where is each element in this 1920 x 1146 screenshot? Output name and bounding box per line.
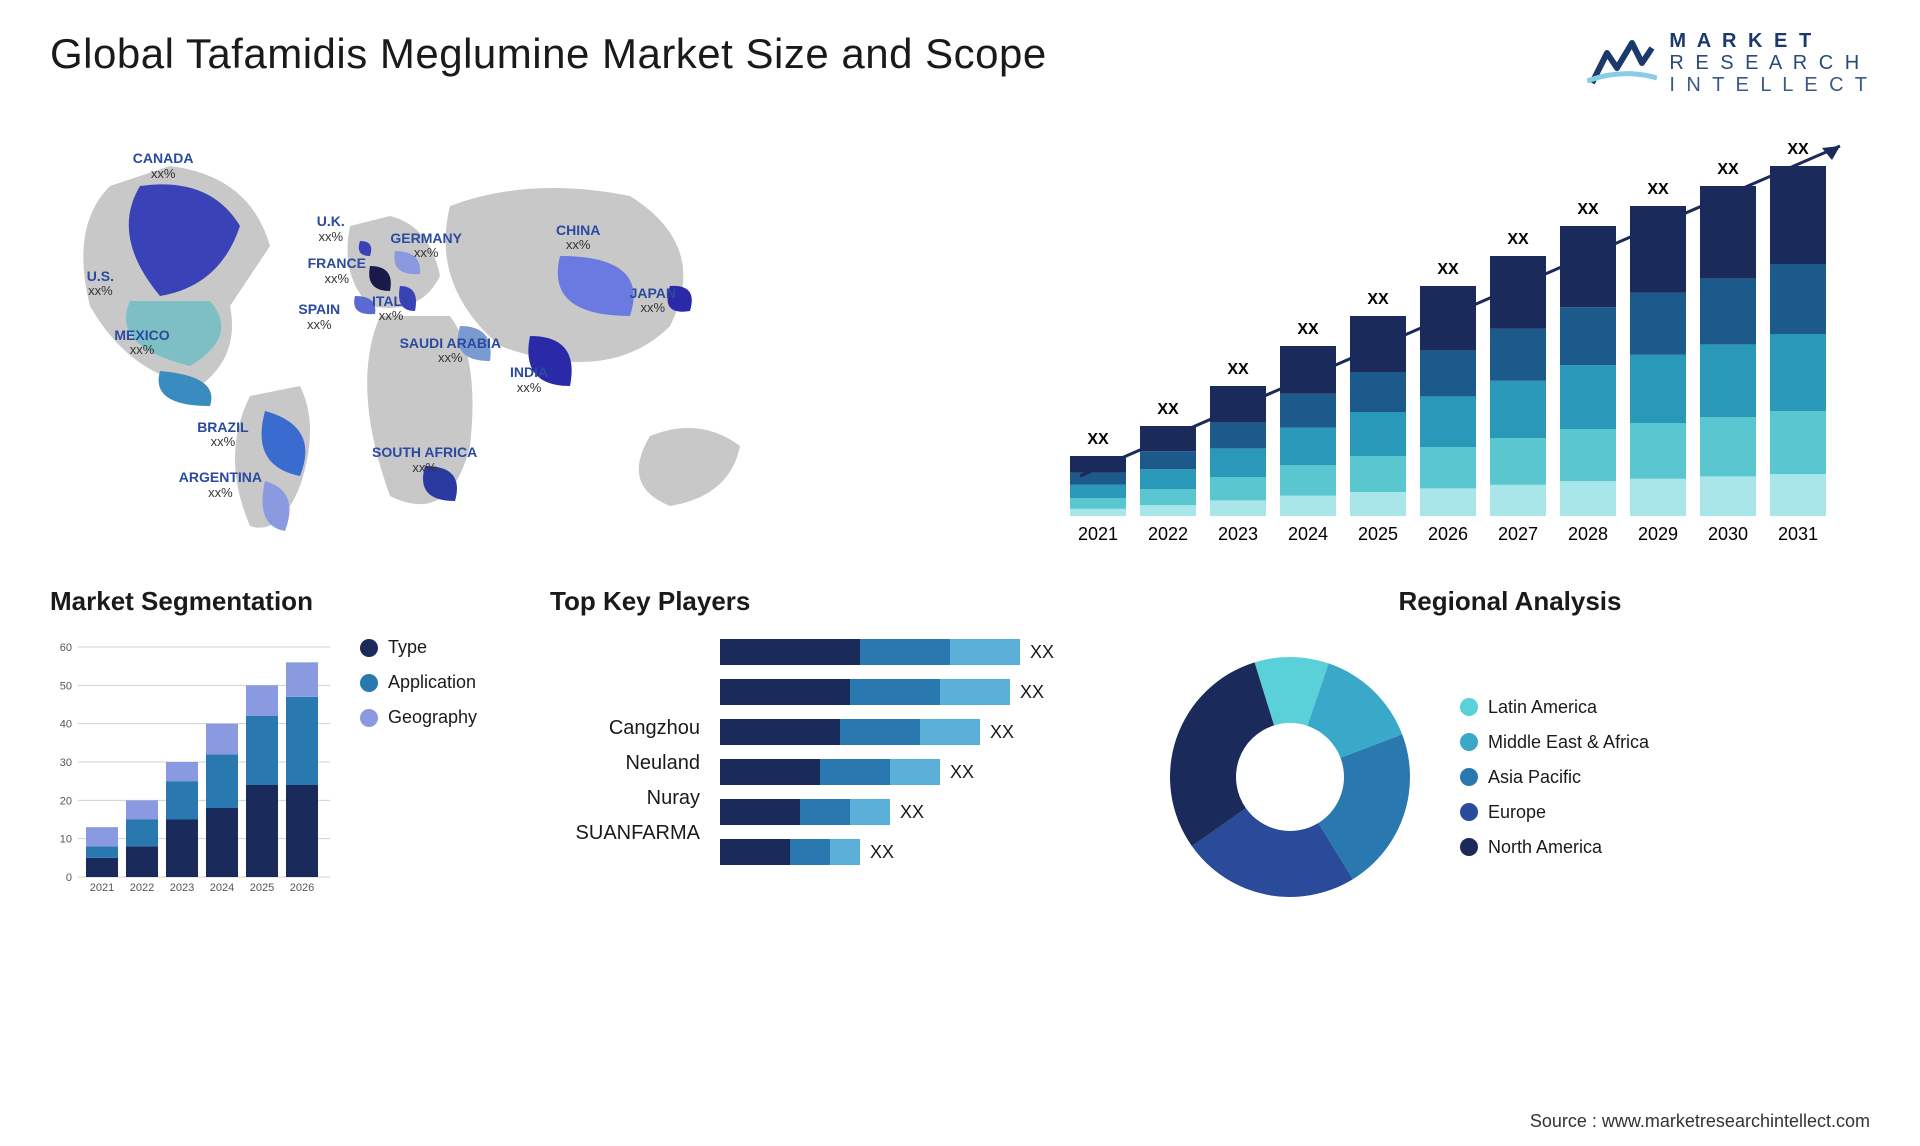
segmentation-chart: 0 10 20 30 40 50 60 2021 2022 2023 2024 2025 2026: [50, 637, 330, 897]
map-label-u.s.: U.S.xx%: [87, 269, 114, 299]
regional-panel: Regional Analysis Latin America Middle Ea…: [1150, 586, 1870, 917]
svg-text:2025: 2025: [1358, 524, 1398, 544]
key-players-chart: XX XX XX XX XX XX: [720, 637, 1110, 877]
svg-text:40: 40: [60, 719, 72, 731]
svg-text:60: 60: [60, 642, 72, 654]
map-label-germany: GERMANYxx%: [390, 231, 462, 261]
svg-text:2027: 2027: [1498, 524, 1538, 544]
svg-text:XX: XX: [1227, 361, 1249, 378]
seg-legend-application: Application: [360, 672, 477, 693]
logo-icon: [1587, 33, 1657, 93]
map-label-italy: ITALYxx%: [372, 294, 410, 324]
svg-text:XX: XX: [1647, 181, 1669, 198]
svg-text:2023: 2023: [1218, 524, 1258, 544]
reg-legend-latin-america: Latin America: [1460, 697, 1649, 718]
map-label-argentina: ARGENTINAxx%: [179, 470, 262, 500]
map-label-mexico: MEXICOxx%: [114, 328, 169, 358]
map-label-india: INDIAxx%: [510, 365, 548, 395]
reg-legend-asia-pacific: Asia Pacific: [1460, 767, 1649, 788]
svg-text:2023: 2023: [170, 882, 194, 894]
page-title: Global Tafamidis Meglumine Market Size a…: [50, 30, 1047, 78]
reg-legend-europe: Europe: [1460, 802, 1649, 823]
svg-text:30: 30: [60, 757, 72, 769]
logo-text-3: I N T E L L E C T: [1669, 74, 1870, 96]
svg-text:2022: 2022: [1148, 524, 1188, 544]
svg-text:XX: XX: [1087, 431, 1109, 448]
svg-text:2029: 2029: [1638, 524, 1678, 544]
svg-text:2021: 2021: [1078, 524, 1118, 544]
map-label-spain: SPAINxx%: [298, 302, 340, 332]
growth-chart: XX 2021 XX 2022 XX 2023 XX 2024 XX 2025 XX 2026 XX 20…: [1030, 126, 1870, 546]
map-label-japan: JAPANxx%: [630, 286, 676, 316]
kp-bar-3: XX: [720, 757, 1110, 787]
svg-text:2026: 2026: [1428, 524, 1468, 544]
svg-text:2026: 2026: [290, 882, 314, 894]
svg-text:XX: XX: [1157, 401, 1179, 418]
svg-text:XX: XX: [1437, 261, 1459, 278]
kp-bar-1: XX: [720, 677, 1110, 707]
svg-text:XX: XX: [1507, 231, 1529, 248]
world-map: CANADAxx% U.S.xx% MEXICOxx% BRAZILxx% ARGENT…: [50, 126, 970, 546]
segmentation-panel: Market Segmentation 0 10 20 30 40 50 60 2021 202…: [50, 586, 510, 917]
kp-name-suanfarma: SUANFARMA: [550, 822, 700, 845]
kp-name-nuray: Nuray: [550, 787, 700, 810]
kp-name-neuland: Neuland: [550, 752, 700, 775]
map-label-china: CHINAxx%: [556, 223, 600, 253]
kp-bar-2: XX: [720, 717, 1110, 747]
map-label-south-africa: SOUTH AFRICAxx%: [372, 445, 477, 475]
logo-text-1: M A R K E T: [1669, 30, 1870, 52]
kp-bar-5: XX: [720, 837, 1110, 867]
svg-text:10: 10: [60, 834, 72, 846]
key-players-title: Top Key Players: [550, 586, 1110, 617]
svg-text:0: 0: [66, 872, 72, 884]
kp-name-cangzhou: Cangzhou: [550, 717, 700, 740]
seg-legend-type: Type: [360, 637, 477, 658]
segmentation-title: Market Segmentation: [50, 586, 510, 617]
reg-legend-north-america: North America: [1460, 837, 1649, 858]
svg-text:2022: 2022: [130, 882, 154, 894]
logo-text-2: R E S E A R C H: [1669, 52, 1870, 74]
regional-donut: [1150, 637, 1430, 917]
map-label-brazil: BRAZILxx%: [197, 420, 248, 450]
svg-text:50: 50: [60, 680, 72, 692]
svg-text:2028: 2028: [1568, 524, 1608, 544]
regional-title: Regional Analysis: [1150, 586, 1870, 617]
svg-text:XX: XX: [1297, 321, 1319, 338]
svg-text:XX: XX: [1367, 291, 1389, 308]
key-players-panel: Top Key Players Cangzhou Neuland Nuray SUAN…: [550, 586, 1110, 917]
source-attribution: Source : www.marketresearchintellect.com: [1530, 1111, 1870, 1132]
regional-legend: Latin America Middle East & Africa Asia Pa…: [1460, 697, 1649, 858]
svg-text:2025: 2025: [250, 882, 274, 894]
brand-logo: M A R K E T R E S E A R C H I N T E L L …: [1587, 30, 1870, 96]
svg-text:XX: XX: [1577, 201, 1599, 218]
svg-text:2031: 2031: [1778, 524, 1818, 544]
svg-text:2024: 2024: [1288, 524, 1328, 544]
svg-text:20: 20: [60, 795, 72, 807]
map-label-saudi-arabia: SAUDI ARABIAxx%: [400, 336, 501, 366]
svg-text:2030: 2030: [1708, 524, 1748, 544]
reg-legend-middle-east-africa: Middle East & Africa: [1460, 732, 1649, 753]
key-players-names: Cangzhou Neuland Nuray SUANFARMA: [550, 637, 700, 845]
map-label-canada: CANADAxx%: [133, 151, 194, 181]
seg-legend-geography: Geography: [360, 707, 477, 728]
svg-text:2021: 2021: [90, 882, 114, 894]
svg-text:XX: XX: [1717, 161, 1739, 178]
map-label-france: FRANCExx%: [308, 256, 366, 286]
kp-bar-4: XX: [720, 797, 1110, 827]
svg-text:XX: XX: [1787, 141, 1809, 158]
kp-bar-0: XX: [720, 637, 1110, 667]
map-label-u.k.: U.K.xx%: [317, 214, 345, 244]
svg-text:2024: 2024: [210, 882, 234, 894]
segmentation-legend: Type Application Geography: [360, 637, 477, 728]
